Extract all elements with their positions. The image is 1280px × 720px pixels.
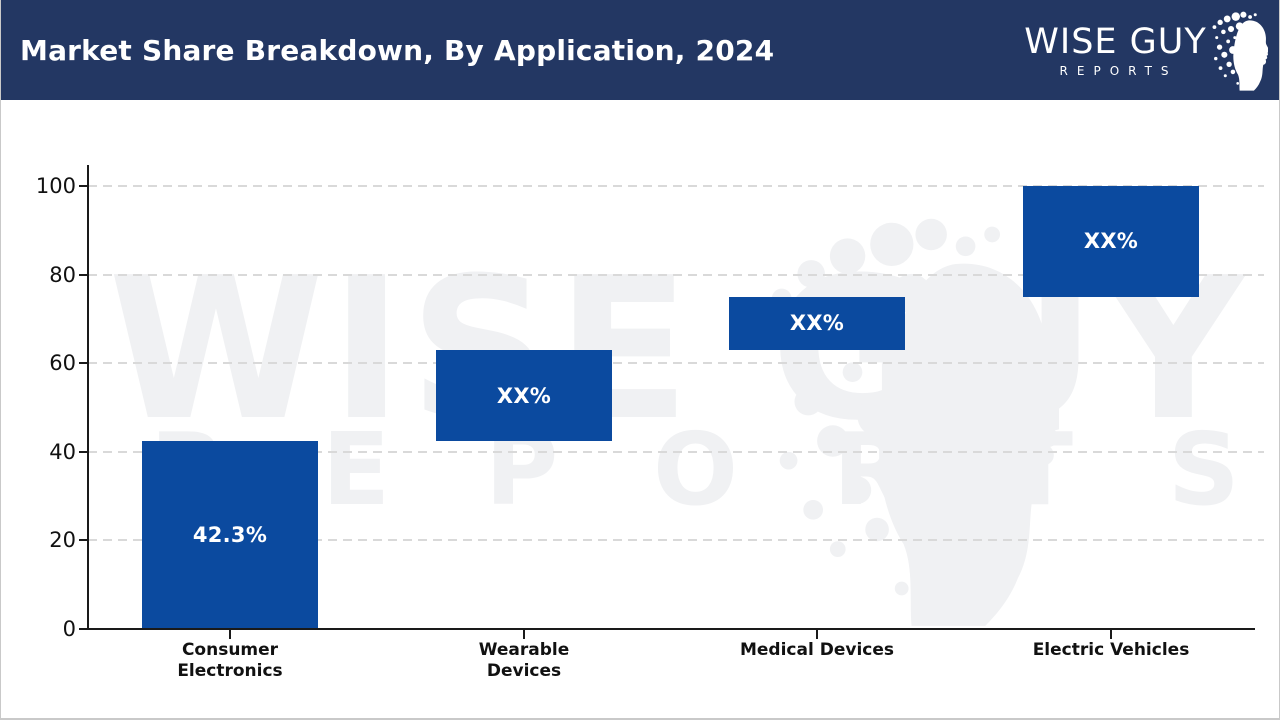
y-axis-line (87, 165, 89, 630)
brand-head-icon (1212, 11, 1268, 91)
bar-value-label: XX% (789, 311, 845, 336)
xtick-label-1: Wearable Devices (478, 640, 570, 681)
xtick-label-3: Electric Vehicles (1032, 640, 1190, 660)
xtick-2 (816, 629, 818, 639)
gridline-y40 (88, 450, 1264, 453)
bar-value-label: XX% (1083, 229, 1139, 254)
ytick-label-0: 0 (62, 616, 76, 641)
bar-value-label: 42.3% (192, 522, 268, 547)
ytick-80 (79, 273, 88, 276)
xtick-0 (229, 629, 231, 639)
ytick-label-100: 100 (35, 174, 76, 198)
gridline-y60 (88, 362, 1264, 364)
ytick-label-60: 60 (49, 351, 76, 375)
brand-subtitle: REPORTS (1059, 63, 1178, 78)
xtick-label-2: Medical Devices (739, 640, 894, 660)
xtick-3 (1110, 629, 1112, 639)
xtick-1 (523, 629, 525, 639)
brand-logo-text: WISE GUY REPORTS (1024, 23, 1207, 78)
header-bar: Market Share Breakdown, By Application, … (0, 0, 1280, 100)
x-axis-line (87, 628, 1255, 630)
ytick-label-40: 40 (49, 439, 76, 464)
bar-value-label: XX% (496, 383, 552, 408)
page-title: Market Share Breakdown, By Application, … (20, 33, 775, 67)
bar-0: 42.3% (142, 441, 318, 629)
brand-logo: WISE GUY REPORTS (1024, 6, 1268, 94)
watermark-head-icon (771, 218, 1059, 626)
ytick-0 (79, 627, 88, 630)
bar-3: XX% (1023, 186, 1199, 297)
ytick-40 (79, 450, 88, 453)
ytick-label-20: 20 (49, 528, 76, 552)
gridline-y80 (88, 273, 1264, 276)
ytick-label-80: 80 (49, 262, 76, 287)
gridline-y100 (88, 185, 1264, 187)
bar-2: XX% (729, 296, 905, 350)
ytick-60 (79, 362, 88, 364)
brand-name: WISE GUY (1024, 21, 1207, 62)
bar-1: XX% (436, 349, 612, 442)
xtick-label-0: Consumer Electronics (177, 640, 283, 681)
ytick-100 (79, 185, 88, 187)
gridline-y20 (88, 539, 1264, 541)
ytick-20 (79, 539, 88, 541)
